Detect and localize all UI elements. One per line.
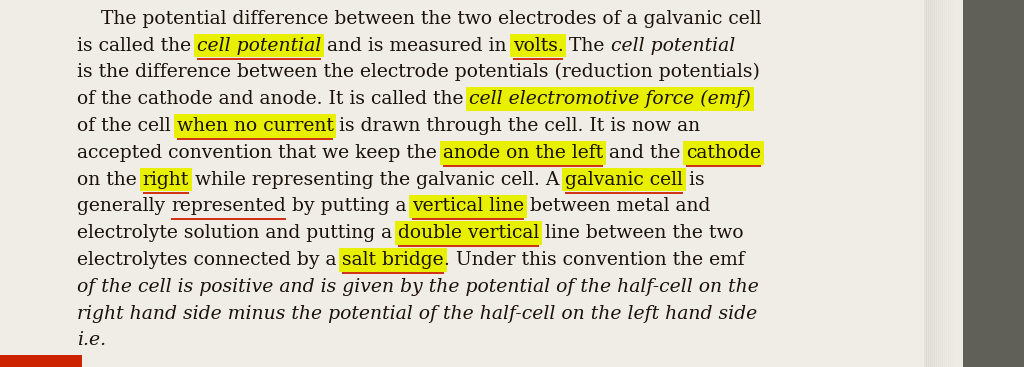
FancyBboxPatch shape: [936, 0, 939, 367]
Text: of the cell: of the cell: [77, 117, 176, 135]
FancyBboxPatch shape: [934, 0, 937, 367]
Text: and the: and the: [603, 144, 686, 162]
Text: anode on the left: anode on the left: [442, 144, 603, 162]
Text: between metal and: between metal and: [524, 197, 711, 215]
Text: line between the two: line between the two: [540, 224, 743, 242]
FancyBboxPatch shape: [0, 0, 963, 367]
Text: and is measured in: and is measured in: [322, 37, 513, 55]
FancyBboxPatch shape: [928, 0, 931, 367]
Text: vertical line: vertical line: [413, 197, 524, 215]
Text: cathode: cathode: [686, 144, 761, 162]
FancyBboxPatch shape: [932, 0, 935, 367]
Text: is drawn through the cell. It is now an: is drawn through the cell. It is now an: [334, 117, 700, 135]
Text: accepted convention that we keep the: accepted convention that we keep the: [77, 144, 442, 162]
FancyBboxPatch shape: [924, 0, 927, 367]
Text: of the cell is positive and is given by the potential of the half-cell on the: of the cell is positive and is given by …: [77, 278, 759, 296]
Text: electrolytes connected by a: electrolytes connected by a: [77, 251, 342, 269]
Text: generally: generally: [77, 197, 171, 215]
FancyBboxPatch shape: [930, 0, 933, 367]
Text: The potential difference between the two electrodes of a galvanic cell: The potential difference between the two…: [77, 10, 761, 28]
Text: is called the: is called the: [77, 37, 197, 55]
FancyBboxPatch shape: [0, 355, 82, 367]
Text: . Under this convention the emf: . Under this convention the emf: [444, 251, 744, 269]
Text: right: right: [142, 171, 188, 189]
Text: cell electromotive force (emf): cell electromotive force (emf): [469, 90, 752, 108]
Text: double vertical: double vertical: [398, 224, 540, 242]
Text: volts.: volts.: [513, 37, 563, 55]
Text: when no current: when no current: [176, 117, 334, 135]
Text: by putting a: by putting a: [286, 197, 413, 215]
Text: is: is: [683, 171, 705, 189]
FancyBboxPatch shape: [926, 0, 929, 367]
Text: cell potential: cell potential: [197, 37, 322, 55]
Text: represented: represented: [171, 197, 286, 215]
FancyBboxPatch shape: [963, 0, 1024, 367]
Text: on the: on the: [77, 171, 142, 189]
Text: cell potential: cell potential: [610, 37, 735, 55]
Text: galvanic cell: galvanic cell: [565, 171, 683, 189]
Text: is the difference between the electrode potentials (reduction potentials): is the difference between the electrode …: [77, 63, 760, 81]
Text: i.e.: i.e.: [77, 331, 105, 349]
Text: The: The: [563, 37, 610, 55]
Text: salt bridge: salt bridge: [342, 251, 444, 269]
Text: of the cathode and anode. It is called the: of the cathode and anode. It is called t…: [77, 90, 469, 108]
Text: while representing the galvanic cell. A: while representing the galvanic cell. A: [188, 171, 565, 189]
Text: right hand side minus the potential of the half-cell on the left hand side: right hand side minus the potential of t…: [77, 305, 757, 323]
Text: electrolyte solution and putting a: electrolyte solution and putting a: [77, 224, 398, 242]
